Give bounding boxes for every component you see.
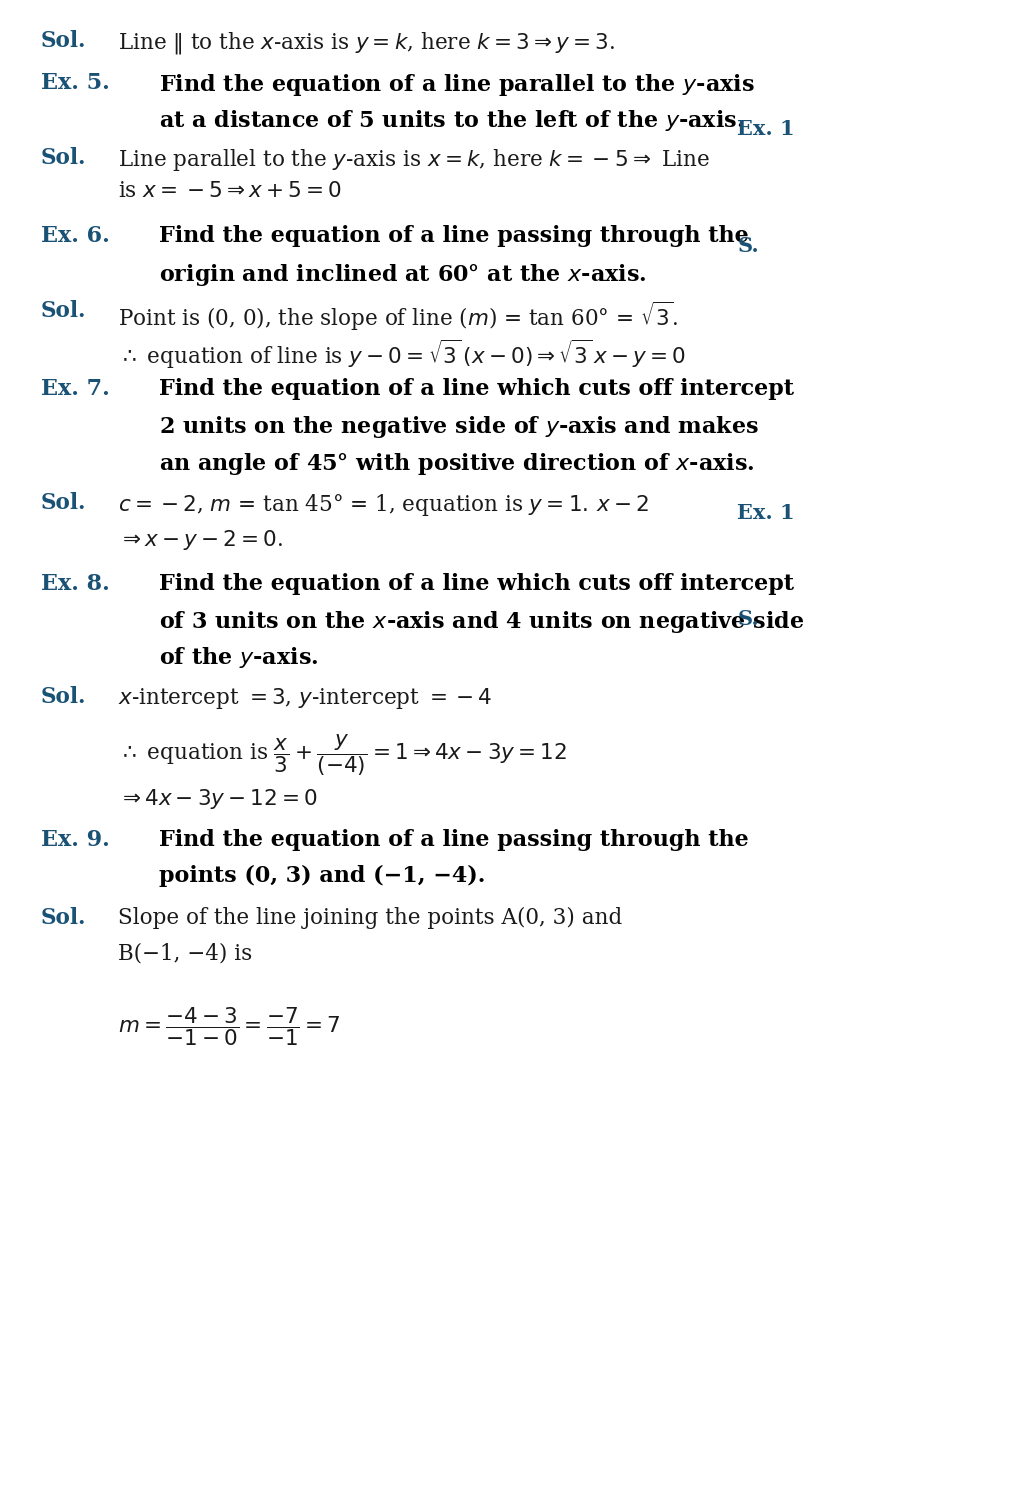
Text: Slope of the line joining the points A(0, 3) and: Slope of the line joining the points A(0… xyxy=(118,907,622,929)
Text: S.: S. xyxy=(737,236,759,255)
Text: Ex. 8.: Ex. 8. xyxy=(41,573,110,596)
Text: Line parallel to the $y$-axis is $x = k$, here $k = -5 \Rightarrow$ Line: Line parallel to the $y$-axis is $x = k$… xyxy=(118,147,710,173)
Text: Find the equation of a line which cuts off intercept: Find the equation of a line which cuts o… xyxy=(159,573,794,596)
Text: $x$-intercept $= 3$, $y$-intercept $= -4$: $x$-intercept $= 3$, $y$-intercept $= -4… xyxy=(118,686,493,711)
Text: Sol.: Sol. xyxy=(41,30,86,53)
Text: of 3 units on the $x$-axis and 4 units on negative side: of 3 units on the $x$-axis and 4 units o… xyxy=(159,609,804,635)
Text: points (0, 3) and (−1, −4).: points (0, 3) and (−1, −4). xyxy=(159,865,485,887)
Text: an angle of 45° with positive direction of $x$-axis.: an angle of 45° with positive direction … xyxy=(159,450,755,477)
Text: Sol.: Sol. xyxy=(41,907,86,929)
Text: Find the equation of a line passing through the: Find the equation of a line passing thro… xyxy=(159,829,749,851)
Text: Sol.: Sol. xyxy=(41,300,86,323)
Text: Ex. 7.: Ex. 7. xyxy=(41,378,110,401)
Text: Ex. 9.: Ex. 9. xyxy=(41,829,110,851)
Text: Find the equation of a line passing through the: Find the equation of a line passing thro… xyxy=(159,225,749,248)
Text: Ex. 5.: Ex. 5. xyxy=(41,72,110,95)
Text: Ex. 1: Ex. 1 xyxy=(737,503,795,522)
Text: $m = \dfrac{-4 - 3}{-1 - 0} = \dfrac{-7}{-1} = 7$: $m = \dfrac{-4 - 3}{-1 - 0} = \dfrac{-7}… xyxy=(118,1006,341,1048)
Text: Sol.: Sol. xyxy=(41,147,86,170)
Text: $\Rightarrow 4x - 3y - 12 = 0$: $\Rightarrow 4x - 3y - 12 = 0$ xyxy=(118,787,317,811)
Text: $\Rightarrow x - y - 2 = 0$.: $\Rightarrow x - y - 2 = 0$. xyxy=(118,528,283,552)
Text: Point is (0, 0), the slope of line ($m$) = tan 60° = $\sqrt{3}$.: Point is (0, 0), the slope of line ($m$)… xyxy=(118,300,678,333)
Text: is $x = -5 \Rightarrow x + 5 = 0$: is $x = -5 \Rightarrow x + 5 = 0$ xyxy=(118,180,342,203)
Text: Line $\|$ to the $x$-axis is $y = k$, here $k = 3 \Rightarrow y = 3$.: Line $\|$ to the $x$-axis is $y = k$, he… xyxy=(118,30,614,56)
Text: Find the equation of a line which cuts off intercept: Find the equation of a line which cuts o… xyxy=(159,378,794,401)
Text: S.: S. xyxy=(737,609,759,629)
Text: of the $y$-axis.: of the $y$-axis. xyxy=(159,645,318,671)
Text: Find the equation of a line parallel to the $y$-axis: Find the equation of a line parallel to … xyxy=(159,72,755,98)
Text: Sol.: Sol. xyxy=(41,686,86,708)
Text: $\therefore$ equation is $\dfrac{x}{3} + \dfrac{y}{(-4)} = 1 \Rightarrow 4x - 3y: $\therefore$ equation is $\dfrac{x}{3} +… xyxy=(118,732,567,778)
Text: B(−1, −4) is: B(−1, −4) is xyxy=(118,943,252,965)
Text: $\therefore$ equation of line is $y - 0 = \sqrt{3}\,(x - 0) \Rightarrow \sqrt{3}: $\therefore$ equation of line is $y - 0 … xyxy=(118,338,686,371)
Text: 2 units on the negative side of $y$-axis and makes: 2 units on the negative side of $y$-axis… xyxy=(159,414,759,440)
Text: Sol.: Sol. xyxy=(41,492,86,515)
Text: origin and inclined at 60° at the $x$-axis.: origin and inclined at 60° at the $x$-ax… xyxy=(159,261,646,288)
Text: $c = -2$, $m$ = tan 45° = 1, equation is $y = 1.\, x - 2$: $c = -2$, $m$ = tan 45° = 1, equation is… xyxy=(118,492,648,518)
Text: Ex. 6.: Ex. 6. xyxy=(41,225,110,248)
Text: at a distance of 5 units to the left of the $y$-axis.: at a distance of 5 units to the left of … xyxy=(159,108,743,134)
Text: Ex. 1: Ex. 1 xyxy=(737,119,795,138)
